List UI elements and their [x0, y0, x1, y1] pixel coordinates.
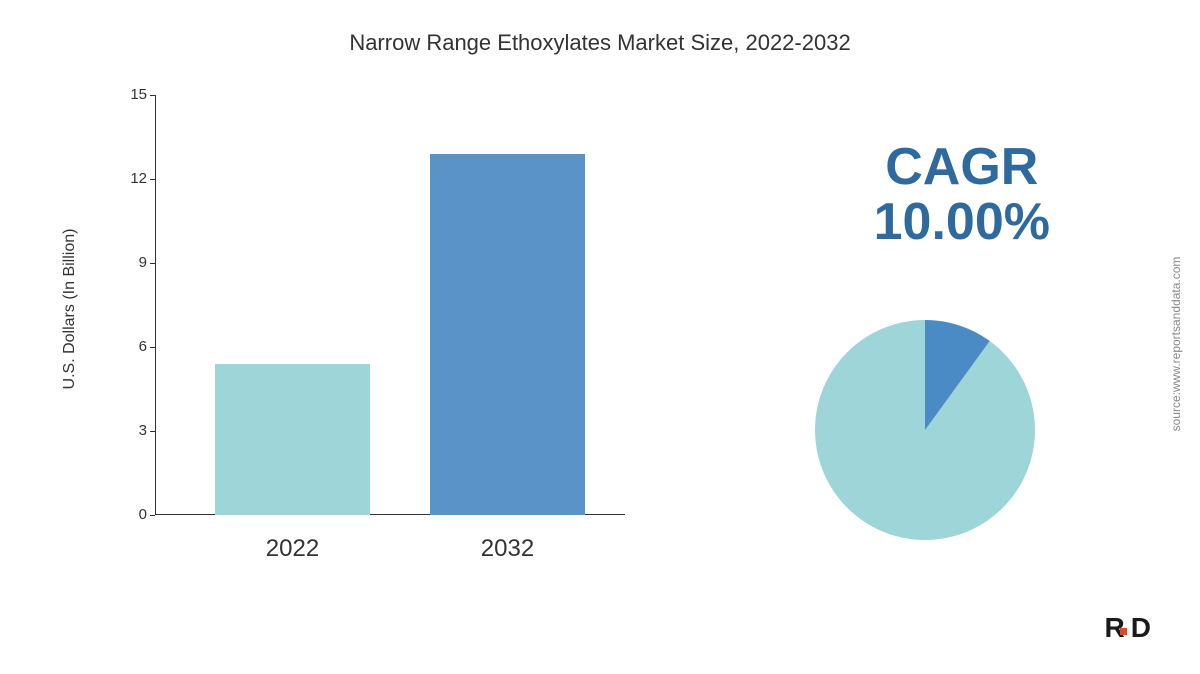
pie-svg	[815, 320, 1035, 540]
bar	[215, 364, 370, 515]
bar-chart: 03691215	[155, 95, 625, 515]
y-axis-label: U.S. Dollars (In Billion)	[61, 229, 79, 390]
y-tick-mark	[150, 347, 155, 348]
y-tick-label: 6	[107, 338, 147, 355]
logo-accent-dot	[1120, 628, 1127, 635]
chart-title: Narrow Range Ethoxylates Market Size, 20…	[349, 30, 850, 56]
y-tick-mark	[150, 179, 155, 180]
y-tick-mark	[150, 431, 155, 432]
y-tick-label: 12	[107, 170, 147, 187]
cagr-value: 10.00%	[874, 195, 1050, 250]
y-tick-label: 9	[107, 254, 147, 271]
y-tick-label: 15	[107, 86, 147, 103]
x-tick-label: 2022	[233, 535, 353, 563]
y-tick-mark	[150, 263, 155, 264]
pie-chart	[815, 320, 1035, 545]
cagr-label: CAGR	[874, 140, 1050, 195]
y-tick-mark	[150, 95, 155, 96]
y-axis-line	[155, 95, 156, 515]
logo-letter-d: D	[1131, 612, 1150, 643]
bar	[430, 154, 585, 515]
y-tick-label: 3	[107, 422, 147, 439]
source-text: source:www.reportsanddata.com	[1169, 257, 1183, 432]
logo: RD	[1105, 612, 1150, 644]
cagr-block: CAGR 10.00%	[874, 140, 1050, 249]
y-tick-label: 0	[107, 506, 147, 523]
y-tick-mark	[150, 515, 155, 516]
x-tick-label: 2032	[448, 535, 568, 563]
